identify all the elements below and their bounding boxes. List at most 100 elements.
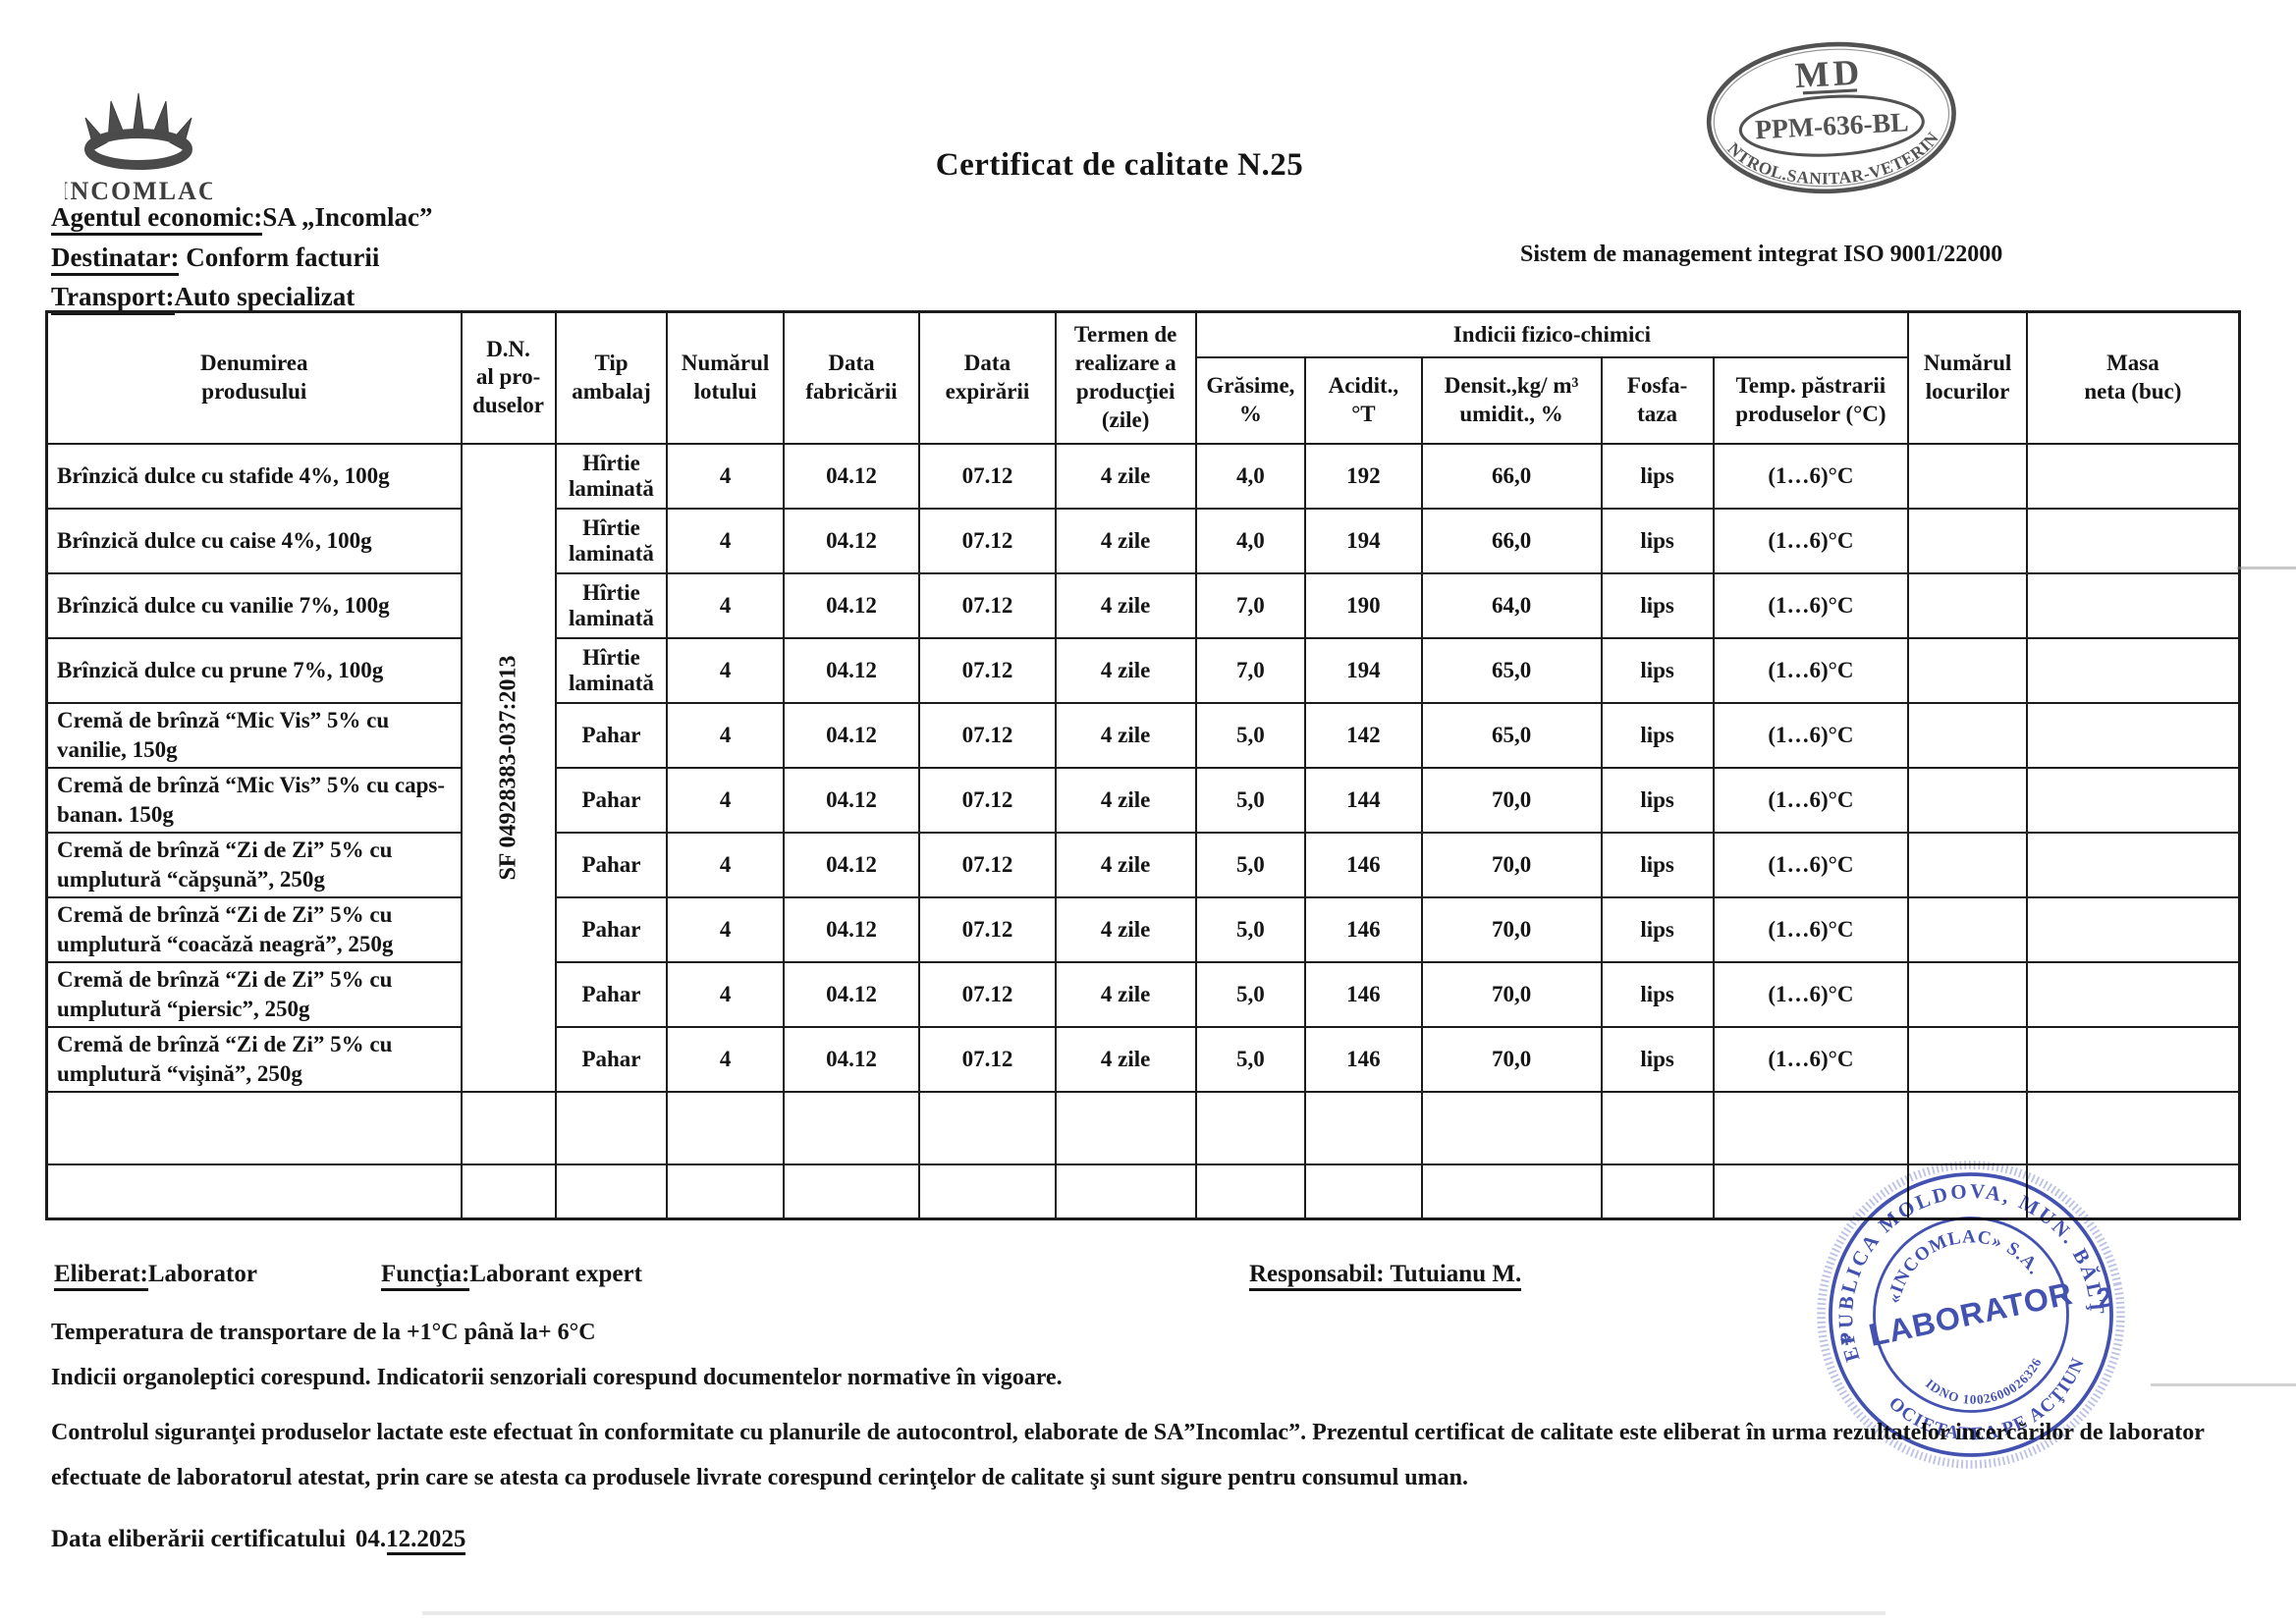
cell-exp: 07.12 (918, 960, 1057, 1028)
product-name-cell (45, 1090, 463, 1165)
cell-lot: 4 (666, 507, 785, 574)
date-line: Data eliberării certificatului 04.12.2025 (51, 1526, 466, 1555)
table-row: Cremă de brînză “Mic Vis” 5% cu caps-ban… (45, 766, 2241, 834)
date-label: Data eliberării certificatului (51, 1526, 346, 1552)
cell-termen: 4 zile (1054, 831, 1197, 898)
cell-termen: 4 zile (1054, 571, 1197, 639)
cell-lot: 4 (666, 1025, 785, 1093)
cell-lot: 4 (666, 895, 785, 963)
header-masa-neta: Masa neta (buc) (2025, 310, 2241, 445)
cell-lot: 4 (666, 831, 785, 898)
cell-fab: 04.12 (782, 895, 921, 963)
cell-masa (2025, 571, 2241, 639)
cell-grasime: 7,0 (1194, 571, 1307, 639)
cell-grasime: 5,0 (1194, 701, 1307, 769)
cell-densit: 66,0 (1420, 507, 1603, 574)
cell-lot: 4 (666, 571, 785, 639)
cell-masa (2025, 960, 2241, 1028)
product-name-cell: Brînzică dulce cu vanilie 7%, 100g (45, 571, 463, 639)
cell-exp (918, 1163, 1057, 1220)
cell-densit: 66,0 (1420, 442, 1603, 510)
cell-fab: 04.12 (782, 571, 921, 639)
cell-temp: (1…6)°C (1712, 895, 1910, 963)
cell-temp: (1…6)°C (1712, 960, 1910, 1028)
table-row: Cremă de brînză “Mic Vis” 5% cu vanilie,… (45, 701, 2241, 769)
cell-locuri (1907, 1090, 2028, 1165)
cell-termen: 4 zile (1054, 507, 1197, 574)
header-numarul-locurilor: Numărul locurilor (1907, 310, 2028, 445)
header-tip-ambalaj: Tip ambalaj (554, 310, 669, 445)
cell-fosfataza: lips (1600, 507, 1715, 574)
eliberat-line: Eliberat:Laborator (54, 1261, 257, 1291)
cell-exp: 07.12 (918, 766, 1057, 834)
header-termen: Termen de realizare a producţiei (zile) (1054, 310, 1197, 445)
cell-termen: 4 zile (1054, 1025, 1197, 1093)
cell-fosfataza: lips (1600, 895, 1715, 963)
cell-lot: 4 (666, 636, 785, 704)
cell-acidit: 194 (1304, 636, 1423, 704)
cell-acidit: 146 (1304, 831, 1423, 898)
cell-acidit: 194 (1304, 507, 1423, 574)
cell-locuri (1907, 507, 2028, 574)
stamp-ring-top-text: REPUBLICA MOLDOVA, MUN. BĂLŢI (1771, 1113, 2111, 1379)
certificate-table: Denumirea produsului D.N. al pro- duselo… (45, 310, 2241, 1220)
cell-exp: 07.12 (918, 831, 1057, 898)
cell-fab: 04.12 (782, 960, 921, 1028)
transport-line: Transport:Auto specializat (51, 282, 355, 315)
cell-termen: 4 zile (1054, 636, 1197, 704)
transport-label: Transport: (51, 282, 175, 315)
cell-fosfataza: lips (1600, 571, 1715, 639)
cell-grasime: 4,0 (1194, 442, 1307, 510)
table-body: Brînzică dulce cu stafide 4%, 100g SF 049… (45, 442, 2241, 1220)
header-dn: D.N. al pro- duselor (460, 310, 557, 445)
cell-exp: 07.12 (918, 636, 1057, 704)
cell-fosfataza (1600, 1090, 1715, 1165)
destinatar-value: Conform facturii (179, 243, 380, 272)
svg-text:REPUBLICA MOLDOVA, MUN. BĂLŢI: REPUBLICA MOLDOVA, MUN. BĂLŢI (1813, 1157, 2111, 1379)
cell-ambalaj: Pahar (554, 895, 669, 963)
cell-densit: 65,0 (1420, 636, 1603, 704)
table-empty-row (45, 1090, 2241, 1165)
cell-densit: 70,0 (1420, 831, 1603, 898)
product-name-cell: Cremă de brînză “Mic Vis” 5% cu caps-ban… (45, 766, 463, 834)
cell-exp (918, 1090, 1057, 1165)
cell-densit: 70,0 (1420, 960, 1603, 1028)
table-row: Cremă de brînză “Zi de Zi” 5% cu umplutu… (45, 831, 2241, 898)
cell-ambalaj: Pahar (554, 960, 669, 1028)
cell-lot: 4 (666, 766, 785, 834)
destinatar-label: Destinatar: (51, 243, 180, 276)
cell-densit: 64,0 (1420, 571, 1603, 639)
agent-value: SA „Incomlac” (262, 202, 433, 232)
cell-locuri (1907, 571, 2028, 639)
cell-grasime: 7,0 (1194, 636, 1307, 704)
cell-grasime: 5,0 (1194, 960, 1307, 1028)
cell-locuri (1907, 442, 2028, 510)
header-densitate: Densit.,kg/ m³ umidit., % (1420, 355, 1603, 445)
product-name-cell: Brînzică dulce cu caise 4%, 100g (45, 507, 463, 574)
header-indicii-group: Indicii fizico-chimici (1194, 310, 1910, 358)
cell-densit (1420, 1090, 1603, 1165)
cell-grasime (1194, 1163, 1307, 1220)
header-data-fabricarii: Data fabricării (782, 310, 921, 445)
cell-acidit: 146 (1304, 895, 1423, 963)
cell-locuri (1907, 701, 2028, 769)
responsabil-line: Responsabil: Tutuianu M. (1249, 1261, 1522, 1291)
cell-ambalaj: Hîrtie laminată (554, 636, 669, 704)
cell-masa (2025, 766, 2241, 834)
cell-grasime: 5,0 (1194, 1025, 1307, 1093)
functia-line: Funcţia:Laborant expert (381, 1261, 642, 1291)
cell-fab: 04.12 (782, 507, 921, 574)
cell-fosfataza: lips (1600, 960, 1715, 1028)
cell-ambalaj: Pahar (554, 831, 669, 898)
cell-fosfataza: lips (1600, 1025, 1715, 1093)
cell-grasime: 5,0 (1194, 766, 1307, 834)
product-name-cell: Brînzică dulce cu prune 7%, 100g (45, 636, 463, 704)
cell-acidit: 190 (1304, 571, 1423, 639)
cell-masa (2025, 442, 2241, 510)
cell-fab: 04.12 (782, 766, 921, 834)
cell-ambalaj (554, 1163, 669, 1220)
cell-lot: 4 (666, 701, 785, 769)
note-control: Controlul siguranţei produselor lactate … (51, 1420, 2205, 1490)
cell-temp: (1…6)°C (1712, 636, 1910, 704)
